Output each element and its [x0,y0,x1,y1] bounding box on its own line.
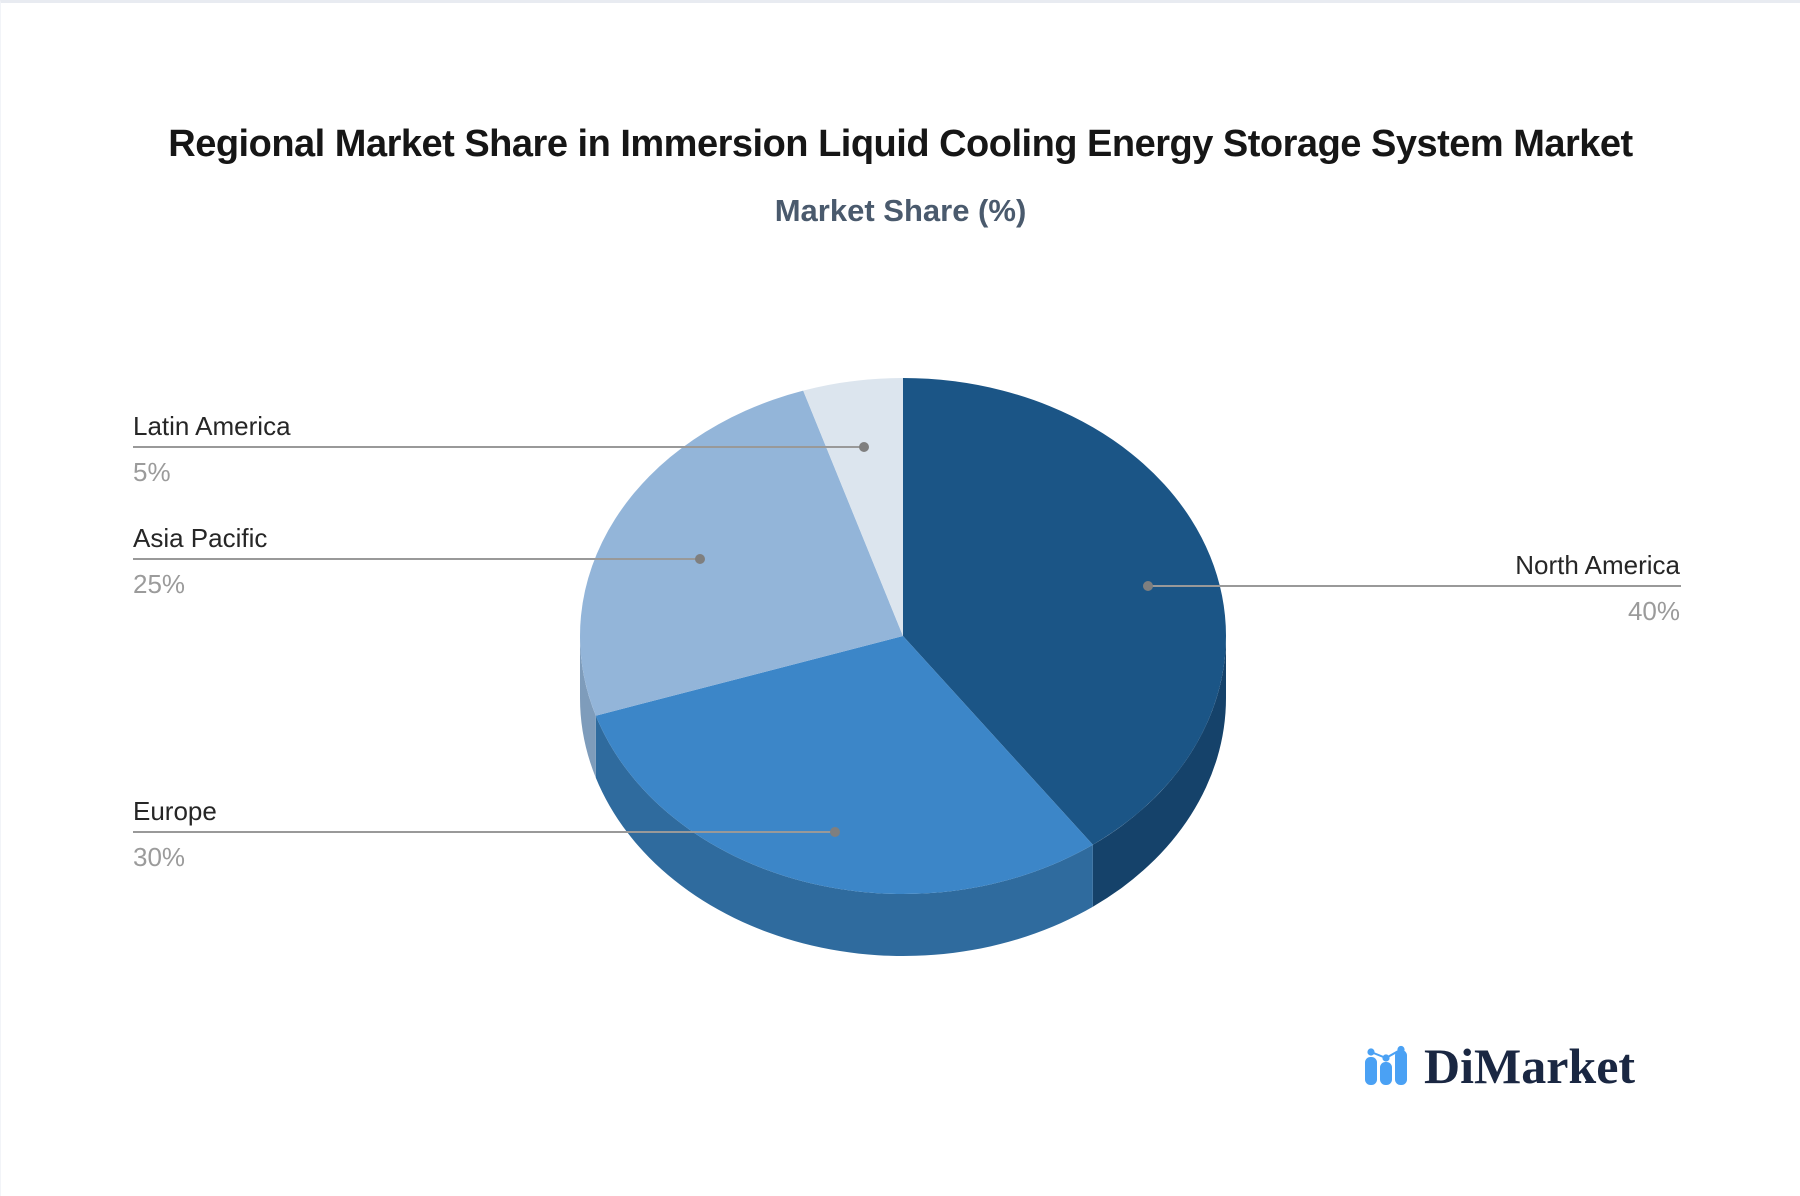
chart-title: Regional Market Share in Immersion Liqui… [168,123,1633,165]
dimarket-logo: DiMarket [1363,1041,1635,1091]
logo-text: DiMarket [1424,1038,1636,1094]
pie-slice-asia-pacific[interactable] [580,390,903,716]
bar-line-chart-icon [1365,1045,1407,1085]
callout-label-europe: Europe [133,796,217,826]
pie-slice-europe-side [595,715,1093,957]
callout-value-europe: 30% [133,842,186,872]
leader-dot-north-america [1143,581,1153,591]
callout-label-latin-america: Latin America [133,411,291,441]
pie-slice-north-america-side [1092,636,1226,907]
chart-subtitle: Market Share (%) [774,193,1027,228]
callout-value-asia-pacific: 25% [133,569,186,599]
callout-label-north-america: North America [1515,550,1680,580]
leader-dot-asia-pacific [695,554,705,564]
pie-slice-asia-pacific-side [580,636,596,778]
leader-dot-europe [830,827,840,837]
pie-slice-north-america[interactable] [903,378,1226,845]
callout-label-asia-pacific: Asia Pacific [133,523,268,553]
pie-slice-europe[interactable] [595,636,1093,894]
callout-value-north-america: 40% [1627,596,1680,626]
pie-chart [133,378,1681,957]
callout-value-latin-america: 5% [133,457,171,487]
pie-slice-latin-america[interactable] [803,378,903,636]
leader-dot-latin-america [859,442,869,452]
